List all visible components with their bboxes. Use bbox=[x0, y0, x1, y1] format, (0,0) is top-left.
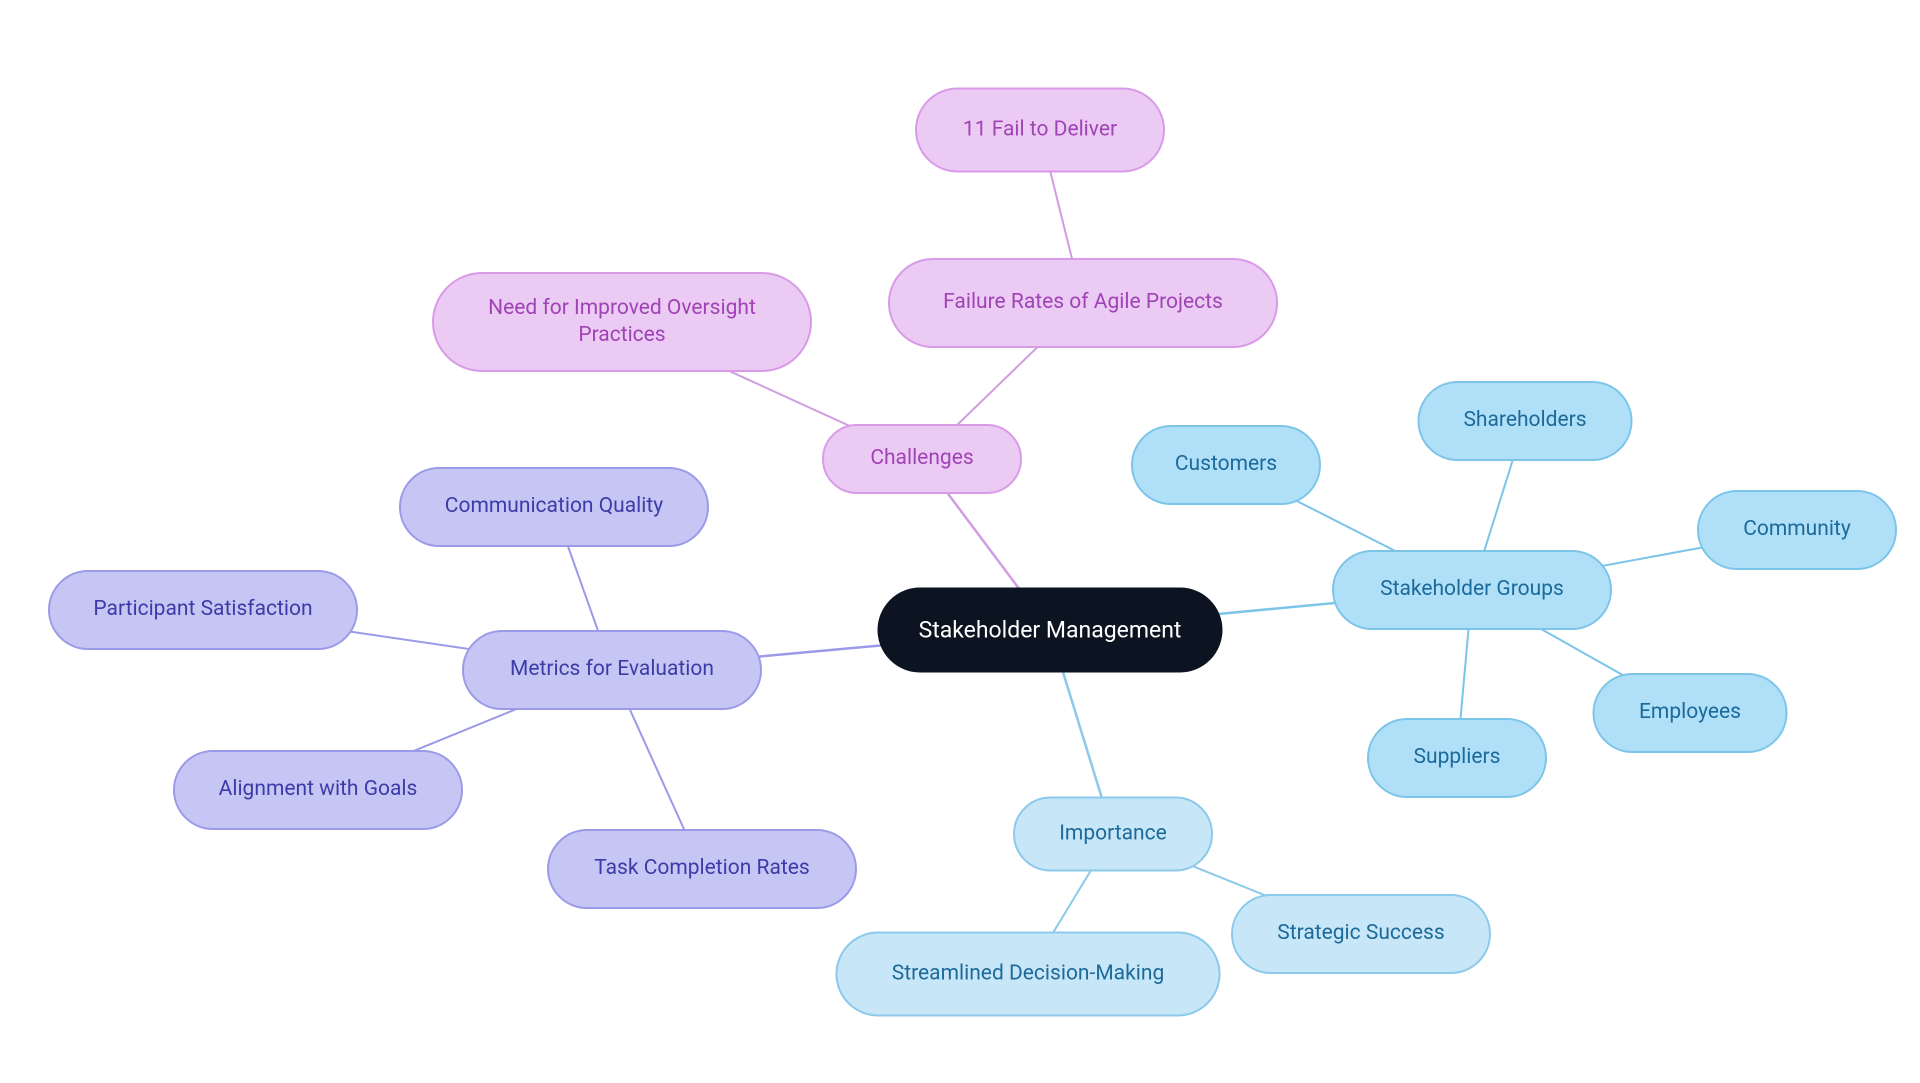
node-fail11: 11 Fail to Deliver bbox=[915, 88, 1165, 173]
node-tcr: Task Completion Rates bbox=[547, 829, 857, 909]
node-psat: Participant Satisfaction bbox=[48, 570, 358, 650]
node-employees: Employees bbox=[1593, 673, 1788, 753]
node-align: Alignment with Goals bbox=[173, 750, 463, 830]
node-community: Community bbox=[1697, 490, 1897, 570]
node-sdm: Streamlined Decision-Making bbox=[836, 932, 1221, 1017]
node-metrics: Metrics for Evaluation bbox=[462, 630, 762, 710]
node-sgroups: Stakeholder Groups bbox=[1332, 550, 1612, 630]
node-failure: Failure Rates of Agile Projects bbox=[888, 258, 1278, 348]
node-oversight: Need for Improved Oversight Practices bbox=[432, 272, 812, 372]
node-ssuccess: Strategic Success bbox=[1231, 894, 1491, 974]
node-suppliers: Suppliers bbox=[1367, 718, 1547, 798]
node-importance: Importance bbox=[1013, 797, 1213, 872]
node-customers: Customers bbox=[1131, 425, 1321, 505]
node-commq: Communication Quality bbox=[399, 467, 709, 547]
mindmap-canvas: Stakeholder Management ChallengesNeed for… bbox=[0, 0, 1920, 1083]
node-shareholders: Shareholders bbox=[1418, 381, 1633, 461]
node-challenges: Challenges bbox=[822, 424, 1022, 494]
node-root: Stakeholder Management bbox=[878, 588, 1223, 673]
